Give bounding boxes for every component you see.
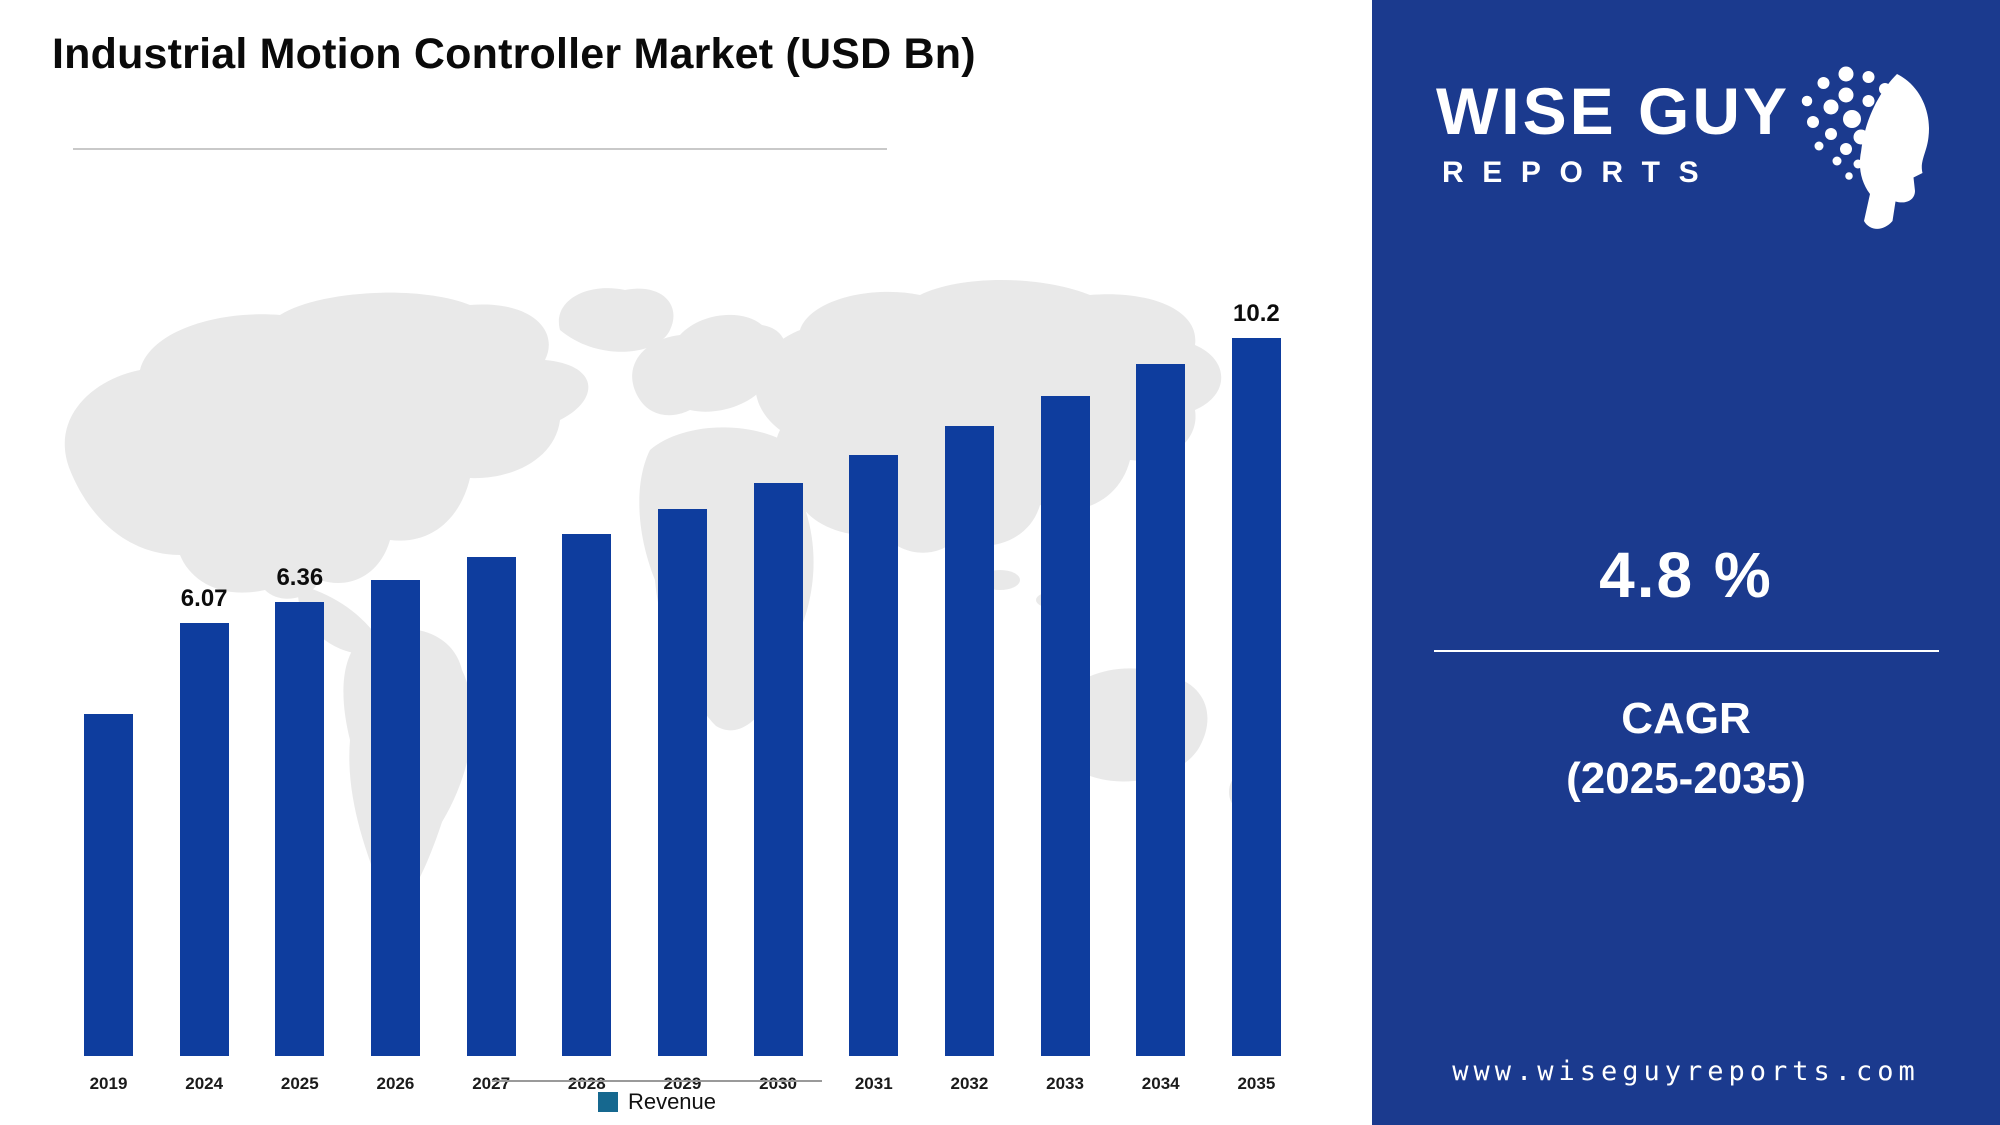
chart-legend: Revenue <box>492 1080 822 1115</box>
chart-title: Industrial Motion Controller Market (USD… <box>52 30 976 78</box>
x-axis-tick: 2032 <box>950 1074 989 1093</box>
cagr-label: CAGR <box>1621 694 1751 743</box>
x-axis-tick: 2034 <box>1141 1074 1180 1093</box>
revenue-bar <box>1040 395 1090 1056</box>
cagr-period: (2025-2035) <box>1566 754 1806 803</box>
bar-column: 6.07 2024 <box>179 300 229 1093</box>
bar-value-label: 6.07 <box>180 585 228 613</box>
bar-column: 6.36 2025 <box>275 300 325 1093</box>
revenue-bar <box>84 714 133 1056</box>
legend-label: Revenue <box>627 1089 717 1114</box>
bar-column: 2029 <box>657 300 707 1093</box>
bar-column: 2031 <box>849 300 899 1093</box>
revenue-bar <box>657 508 707 1056</box>
logo-subtext: REPORTS <box>1441 156 1718 189</box>
bar-column: 2034 <box>1136 300 1186 1093</box>
logo: WISE GUY REPORTS <box>1372 66 2000 257</box>
logo-wordmark: WISE GUY <box>1435 74 1791 148</box>
chart-section: Industrial Motion Controller Market (USD… <box>52 30 1281 1115</box>
bar-column: 2032 <box>944 300 994 1093</box>
logo-head-icon <box>1801 66 1930 229</box>
cagr-block: 4.8 % CAGR (2025-2035) <box>1372 538 2000 804</box>
logo-text: WISE GUY REPORTS <box>1436 78 1790 190</box>
x-axis-tick: 2027 <box>472 1074 511 1093</box>
bar-column: 2028 <box>562 300 612 1093</box>
revenue-bar <box>562 533 612 1056</box>
x-axis-tick: 2031 <box>854 1074 893 1093</box>
cagr-value: 4.8 % <box>1599 539 1773 611</box>
revenue-bar <box>753 482 803 1056</box>
bar-chart: 2019 6.07 2024 6.36 2025 2026 2027 2028 2029 2030… <box>84 300 1281 1093</box>
bar-value-label: 10.2 <box>1233 300 1280 327</box>
revenue-bar <box>370 580 420 1056</box>
x-axis-tick: 2019 <box>89 1074 128 1093</box>
x-axis-tick: 2024 <box>185 1074 224 1093</box>
brand-panel: WISE GUY REPORTS 4.8 % <box>1372 0 2000 1125</box>
x-axis-tick: 2026 <box>376 1074 415 1093</box>
website-url: www.wiseguyreports.com <box>1452 1056 1920 1087</box>
x-axis-tick: 2033 <box>1046 1074 1084 1093</box>
title-underline <box>73 148 887 150</box>
bar-column: 10.2 2035 <box>1231 300 1281 1093</box>
revenue-bar <box>275 602 325 1056</box>
x-axis-tick: 2028 <box>567 1074 606 1093</box>
bar-column: 2027 <box>466 300 516 1093</box>
panel-divider <box>1433 650 1939 652</box>
revenue-bar <box>466 557 516 1056</box>
bar-column: 2033 <box>1040 300 1090 1093</box>
x-axis-tick: 2025 <box>280 1074 319 1093</box>
x-axis-tick: 2029 <box>663 1074 702 1093</box>
bar-column: 2019 <box>84 300 133 1093</box>
revenue-bar <box>944 426 994 1056</box>
bar-value-label: 6.36 <box>276 564 324 592</box>
bar-column: 2026 <box>370 300 420 1093</box>
x-axis-tick: 2035 <box>1237 1074 1276 1093</box>
revenue-bar <box>179 623 229 1056</box>
legend-swatch <box>597 1092 618 1112</box>
x-axis-tick: 2030 <box>759 1074 797 1093</box>
revenue-bar <box>849 454 899 1056</box>
revenue-bar <box>1136 364 1186 1056</box>
revenue-bar <box>1231 338 1281 1056</box>
bar-column: 2030 <box>753 300 803 1093</box>
